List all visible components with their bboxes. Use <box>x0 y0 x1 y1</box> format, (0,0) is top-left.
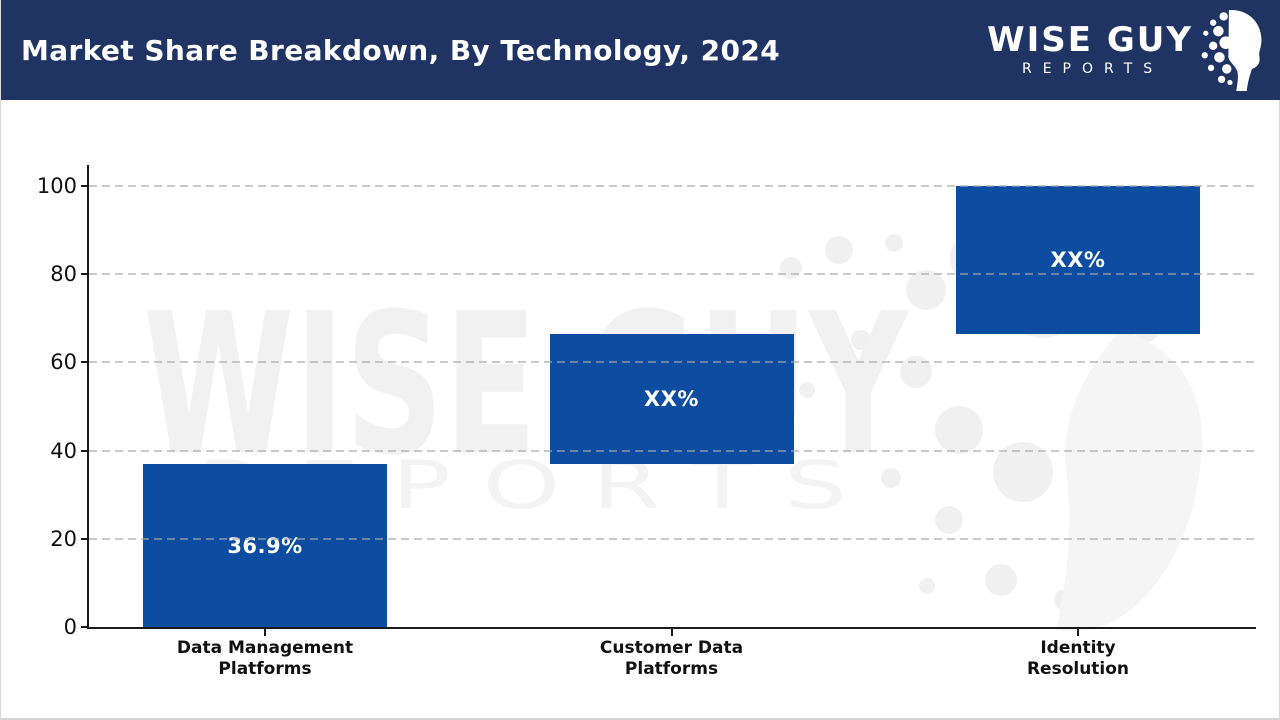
category-label: Data Management Platforms <box>105 638 425 680</box>
y-tick-mark <box>81 361 89 364</box>
category-label-line: Identity <box>1040 638 1116 658</box>
gridline <box>89 361 1256 364</box>
category-label-line: Platforms <box>218 659 312 679</box>
category-label-line: Data Management <box>176 638 354 658</box>
y-tick-label: 100 <box>36 174 77 198</box>
y-tick-label: 80 <box>50 262 77 287</box>
logo-subtitle: REPORTS <box>1021 61 1164 77</box>
y-tick-mark <box>81 185 89 187</box>
y-tick-label: 0 <box>63 615 77 639</box>
y-tick-mark <box>81 537 89 540</box>
bar-value-label: 36.9% <box>227 533 303 558</box>
y-tick-label: 20 <box>50 526 77 551</box>
gridline <box>89 185 1256 187</box>
x-tick-mark <box>264 629 266 636</box>
bar-value-label: XX% <box>644 387 699 411</box>
face-logo-icon <box>1201 10 1262 91</box>
category-label-line: Customer Data <box>599 638 744 658</box>
logo: WISE GUY REPORTS <box>987 8 1267 92</box>
category-label: Customer Data Platforms <box>512 638 832 680</box>
logo-text: WISE GUY REPORTS <box>987 22 1193 78</box>
y-tick-mark <box>81 626 89 628</box>
gridline <box>89 273 1256 276</box>
x-tick-mark <box>1077 629 1079 636</box>
bar-segment: XX% <box>956 186 1200 334</box>
y-tick-label: 60 <box>50 350 77 375</box>
gridline <box>89 537 1256 540</box>
bar-segment: 36.9% <box>143 464 387 627</box>
y-tick-mark <box>81 449 89 452</box>
x-tick-mark <box>670 629 673 636</box>
bar-value-label: XX% <box>1050 247 1106 272</box>
y-tick-mark <box>81 273 89 276</box>
y-tick-label: 40 <box>50 438 77 463</box>
category-label: Identity Resolution <box>918 638 1238 680</box>
header: Market Share Breakdown, By Technology, 2… <box>1 0 1280 100</box>
page-title: Market Share Breakdown, By Technology, 2… <box>21 33 781 67</box>
category-label-line: Platforms <box>624 659 719 679</box>
y-axis <box>87 165 89 629</box>
category-label-line: Resolution <box>1026 659 1130 679</box>
bar-segment: XX% <box>549 333 794 465</box>
x-axis <box>87 627 1256 629</box>
logo-wordmark: WISE GUY <box>987 20 1193 60</box>
gridline <box>89 449 1256 452</box>
